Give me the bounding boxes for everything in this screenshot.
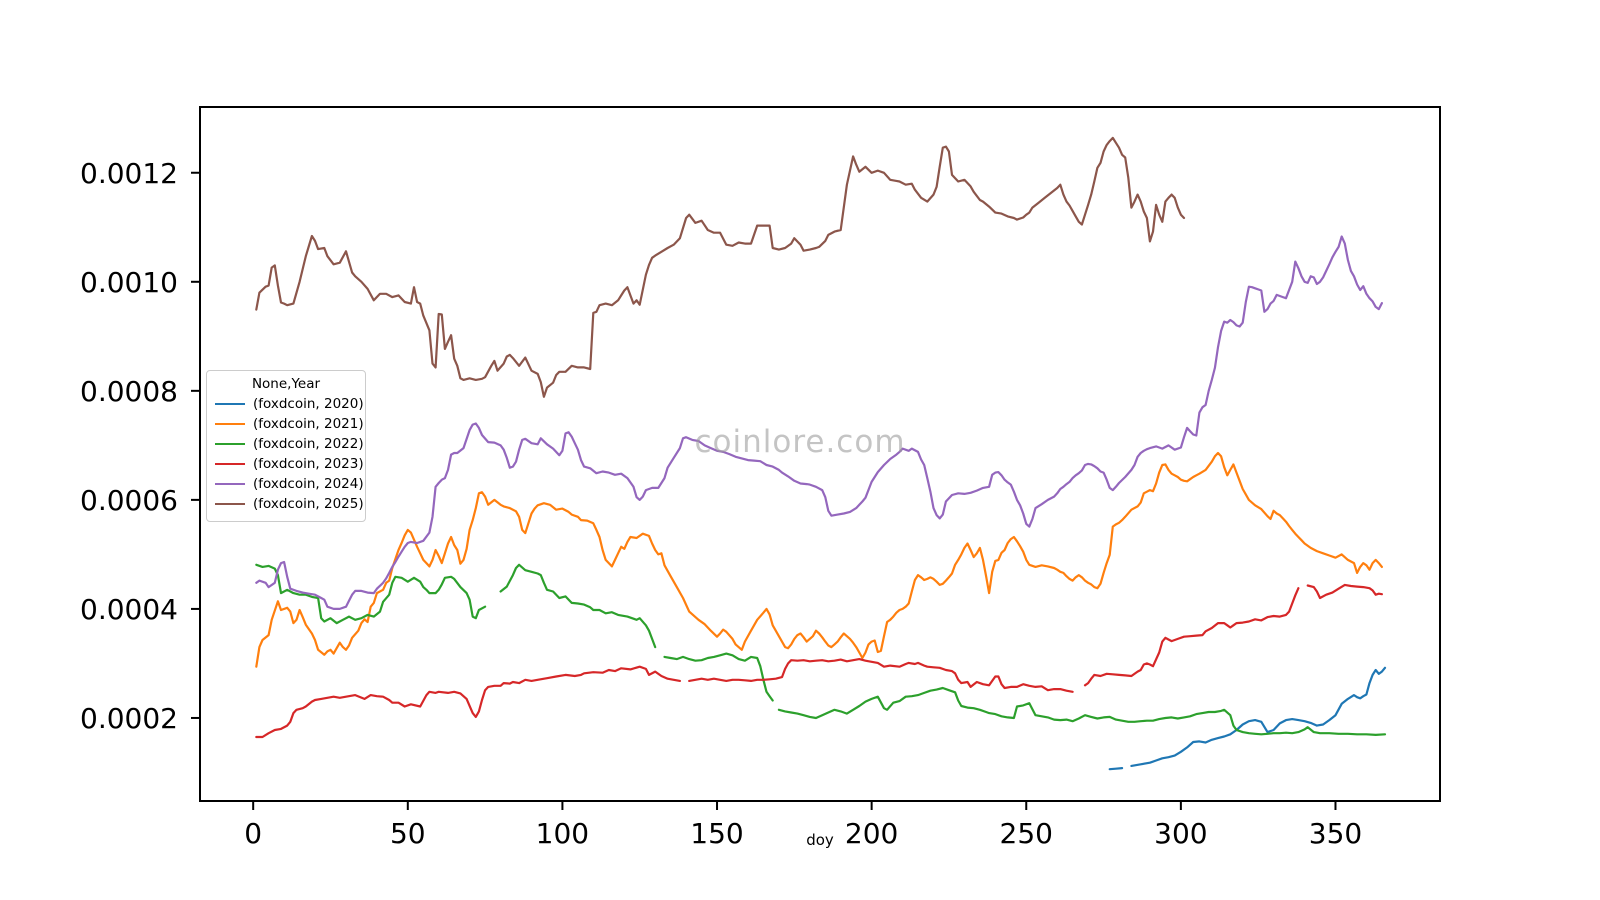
y-tick-label-0.0002: 0.0002 <box>80 702 178 735</box>
legend-items: (foxdcoin, 2020) (foxdcoin, 2021) (foxdcoi… <box>215 394 364 514</box>
legend-swatch-2024 <box>215 483 245 485</box>
y-tick-label-0.0004: 0.0004 <box>80 593 178 626</box>
series-line-2022-seg2 <box>499 563 657 649</box>
y-tick-label-0.0006: 0.0006 <box>80 484 178 517</box>
axes-frame <box>199 106 1441 802</box>
series-line-2022-seg1 <box>255 563 487 625</box>
legend-label-2021: (foxdcoin, 2021) <box>253 416 364 432</box>
legend-item-2022: (foxdcoin, 2022) <box>215 434 364 454</box>
legend: None,Year (foxdcoin, 2020) (foxdcoin, 202… <box>206 370 366 522</box>
legend-label-2023: (foxdcoin, 2023) <box>253 456 364 472</box>
x-axis-label: doy <box>806 831 834 849</box>
legend-item-2023: (foxdcoin, 2023) <box>215 454 364 474</box>
series-line-2021 <box>255 451 1383 668</box>
x-tick-label-250: 250 <box>1000 817 1053 850</box>
legend-label-2025: (foxdcoin, 2025) <box>253 496 364 512</box>
x-tick-label-100: 100 <box>536 817 589 850</box>
legend-swatch-2025 <box>215 503 245 505</box>
series-line-2023-seg4 <box>1306 583 1383 600</box>
series-line-2022-seg4 <box>777 686 1387 736</box>
legend-label-2022: (foxdcoin, 2022) <box>253 436 364 452</box>
legend-swatch-2023 <box>215 463 245 465</box>
legend-item-2020: (foxdcoin, 2020) <box>215 394 364 414</box>
series-line-2023-seg2 <box>688 658 1074 693</box>
y-tick-label-0.0008: 0.0008 <box>80 375 178 408</box>
series-line-2023-seg1 <box>255 665 681 739</box>
series-line-2020-seg2 <box>1130 666 1387 767</box>
series-line-2025 <box>255 136 1186 398</box>
x-tick-label-150: 150 <box>690 817 743 850</box>
legend-item-2025: (foxdcoin, 2025) <box>215 494 364 514</box>
x-tick-label-300: 300 <box>1154 817 1207 850</box>
legend-label-2020: (foxdcoin, 2020) <box>253 396 364 412</box>
legend-title: None,Year <box>251 376 321 392</box>
legend-item-2024: (foxdcoin, 2024) <box>215 474 364 494</box>
x-tick-label-350: 350 <box>1309 817 1362 850</box>
x-tick-label-0: 0 <box>244 817 262 850</box>
legend-label-2024: (foxdcoin, 2024) <box>253 476 364 492</box>
series-line-2023-seg3 <box>1083 587 1300 687</box>
x-tick-label-200: 200 <box>845 817 898 850</box>
x-tick-label-50: 50 <box>390 817 426 850</box>
legend-swatch-2021 <box>215 423 245 425</box>
series-line-2020-seg1 <box>1108 767 1124 771</box>
legend-swatch-2022 <box>215 443 245 445</box>
y-tick-label-0.0012: 0.0012 <box>80 157 178 190</box>
legend-item-2021: (foxdcoin, 2021) <box>215 414 364 434</box>
y-tick-label-0.0010: 0.0010 <box>80 266 178 299</box>
legend-swatch-2020 <box>215 403 245 405</box>
series-line-2022-seg3 <box>663 652 774 702</box>
series-line-2024 <box>255 235 1383 610</box>
